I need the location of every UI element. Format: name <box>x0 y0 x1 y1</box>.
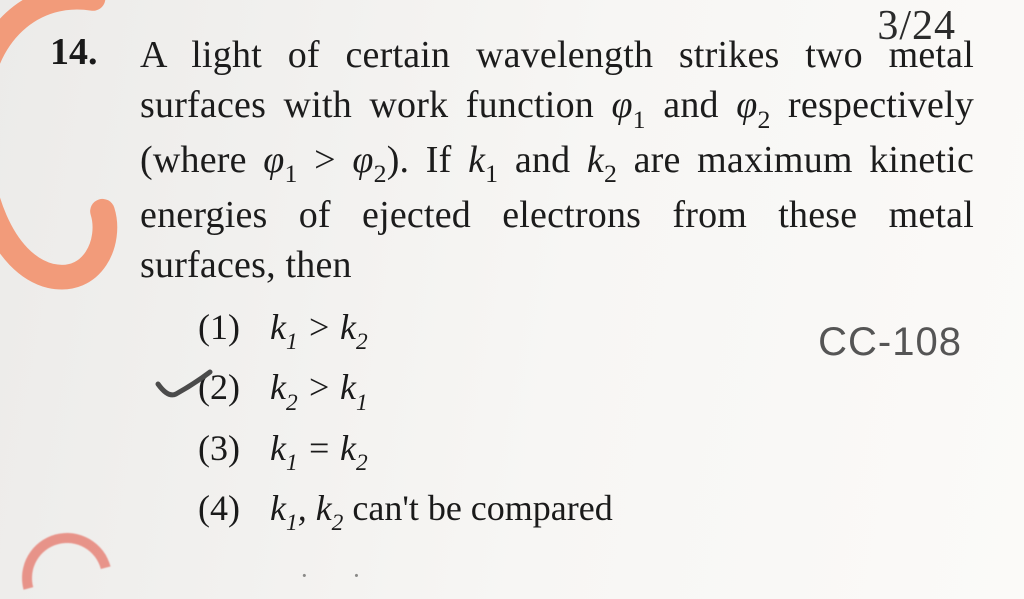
question-block: 14. A light of certain wavelength strike… <box>50 30 974 542</box>
option-body: k1 = k2 <box>270 428 368 468</box>
option-body: k1, k2 can't be compared <box>270 488 613 528</box>
option-2[interactable]: (2)k2 > k1 <box>198 360 974 418</box>
option-label: (3) <box>198 421 270 477</box>
question-text: A light of certain wavelength strikes tw… <box>140 30 974 290</box>
option-label: (4) <box>198 481 270 537</box>
option-4[interactable]: (4)k1, k2 can't be compared <box>198 481 974 539</box>
bottom-dust: · · <box>300 561 367 591</box>
option-label: (1) <box>198 300 270 356</box>
side-code: CC-108 <box>818 320 962 365</box>
option-body: k2 > k1 <box>270 367 368 407</box>
question-number: 14. <box>50 30 98 74</box>
page: 3/24 14. A light of certain wavelength s… <box>0 0 1024 599</box>
option-body: k1 > k2 <box>270 307 368 347</box>
option-label: (2) <box>198 360 270 416</box>
option-3[interactable]: (3)k1 = k2 <box>198 421 974 479</box>
